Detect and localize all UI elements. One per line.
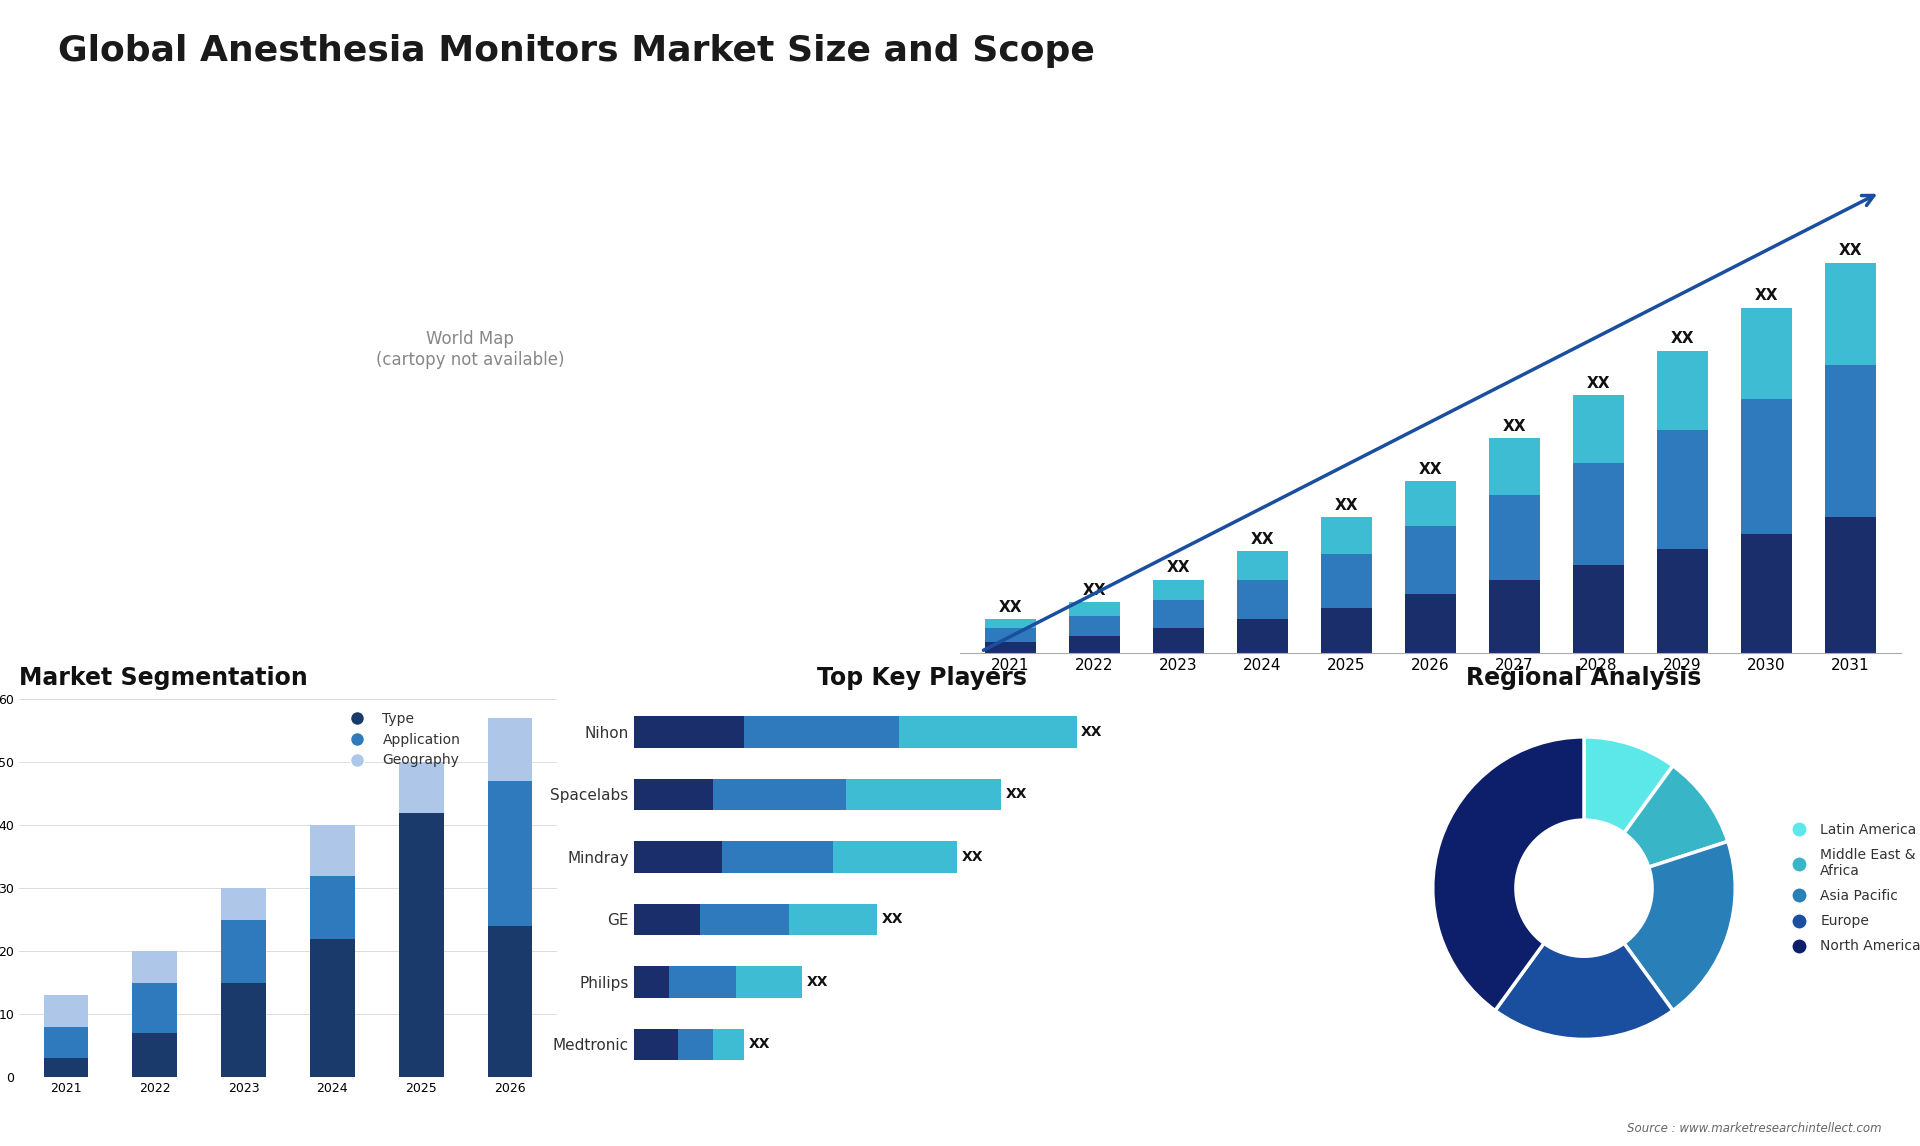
Legend: Latin America, Middle East &
Africa, Asia Pacific, Europe, North America: Latin America, Middle East & Africa, Asi…: [1780, 817, 1920, 959]
Bar: [1321, 517, 1371, 554]
Title: Regional Analysis: Regional Analysis: [1467, 666, 1701, 690]
Bar: [488, 926, 532, 1077]
Text: XX: XX: [806, 975, 828, 989]
Text: XX: XX: [1006, 787, 1027, 801]
Text: XX: XX: [1670, 331, 1693, 346]
Bar: [833, 841, 956, 872]
Bar: [44, 1059, 88, 1077]
Bar: [985, 619, 1035, 628]
Bar: [1572, 463, 1624, 565]
Bar: [1741, 534, 1791, 653]
Bar: [634, 904, 701, 935]
Bar: [1572, 395, 1624, 463]
Text: XX: XX: [1250, 532, 1275, 547]
Bar: [311, 939, 355, 1077]
Bar: [1657, 430, 1707, 549]
Bar: [1154, 628, 1204, 653]
Bar: [1236, 551, 1288, 580]
Bar: [985, 642, 1035, 653]
Bar: [1236, 619, 1288, 653]
Text: XX: XX: [1083, 583, 1106, 598]
Bar: [634, 716, 745, 747]
Bar: [1154, 601, 1204, 628]
Bar: [1741, 399, 1791, 534]
Text: XX: XX: [1503, 418, 1526, 433]
Bar: [488, 782, 532, 926]
Bar: [221, 888, 265, 919]
Text: XX: XX: [1167, 560, 1190, 575]
Bar: [789, 904, 877, 935]
Bar: [399, 762, 444, 813]
Text: World Map
(cartopy not available): World Map (cartopy not available): [376, 330, 564, 369]
Bar: [488, 717, 532, 782]
Text: XX: XX: [998, 599, 1021, 614]
Bar: [1069, 603, 1119, 615]
Bar: [678, 1029, 714, 1060]
Bar: [634, 966, 668, 997]
Bar: [985, 628, 1035, 642]
Title: Top Key Players: Top Key Players: [816, 666, 1027, 690]
Bar: [745, 716, 899, 747]
Bar: [735, 966, 803, 997]
Bar: [44, 995, 88, 1027]
Bar: [1826, 262, 1876, 364]
Text: XX: XX: [749, 1037, 770, 1051]
Bar: [1405, 481, 1455, 526]
Text: XX: XX: [1419, 462, 1442, 477]
Bar: [1236, 580, 1288, 619]
Bar: [1490, 438, 1540, 495]
Bar: [311, 825, 355, 876]
Bar: [701, 904, 789, 935]
Bar: [132, 951, 177, 982]
Bar: [1405, 526, 1455, 595]
Bar: [634, 841, 722, 872]
Bar: [1657, 549, 1707, 653]
Text: Source : www.marketresearchintellect.com: Source : www.marketresearchintellect.com: [1626, 1122, 1882, 1135]
Bar: [221, 982, 265, 1077]
Bar: [44, 1027, 88, 1059]
Bar: [1490, 495, 1540, 580]
Bar: [132, 982, 177, 1034]
Wedge shape: [1624, 841, 1736, 1011]
Bar: [1826, 364, 1876, 517]
Text: XX: XX: [1334, 497, 1357, 513]
Wedge shape: [1584, 737, 1672, 833]
Wedge shape: [1496, 943, 1672, 1039]
Bar: [1405, 595, 1455, 653]
Bar: [714, 779, 847, 810]
Bar: [1321, 607, 1371, 653]
Bar: [899, 716, 1077, 747]
Bar: [221, 919, 265, 982]
Bar: [311, 876, 355, 939]
Wedge shape: [1624, 766, 1728, 868]
Bar: [1826, 517, 1876, 653]
Bar: [1154, 580, 1204, 601]
Bar: [1321, 554, 1371, 607]
Bar: [132, 1034, 177, 1077]
Text: XX: XX: [962, 850, 983, 864]
Legend: Type, Application, Geography: Type, Application, Geography: [338, 706, 467, 774]
Text: XX: XX: [1755, 289, 1778, 304]
Bar: [847, 779, 1002, 810]
Bar: [1741, 308, 1791, 399]
Bar: [634, 1029, 678, 1060]
Bar: [1572, 565, 1624, 653]
Bar: [1657, 351, 1707, 430]
Bar: [714, 1029, 745, 1060]
Text: XX: XX: [1839, 243, 1862, 258]
Bar: [1069, 615, 1119, 636]
Bar: [668, 966, 735, 997]
Wedge shape: [1432, 737, 1584, 1011]
Text: Global Anesthesia Monitors Market Size and Scope: Global Anesthesia Monitors Market Size a…: [58, 34, 1094, 69]
Text: Market Segmentation: Market Segmentation: [19, 666, 307, 690]
Bar: [722, 841, 833, 872]
Bar: [634, 779, 714, 810]
Bar: [399, 813, 444, 1077]
Bar: [1069, 636, 1119, 653]
Text: XX: XX: [1081, 725, 1102, 739]
Text: XX: XX: [881, 912, 902, 926]
Text: XX: XX: [1586, 376, 1611, 391]
Bar: [1490, 580, 1540, 653]
